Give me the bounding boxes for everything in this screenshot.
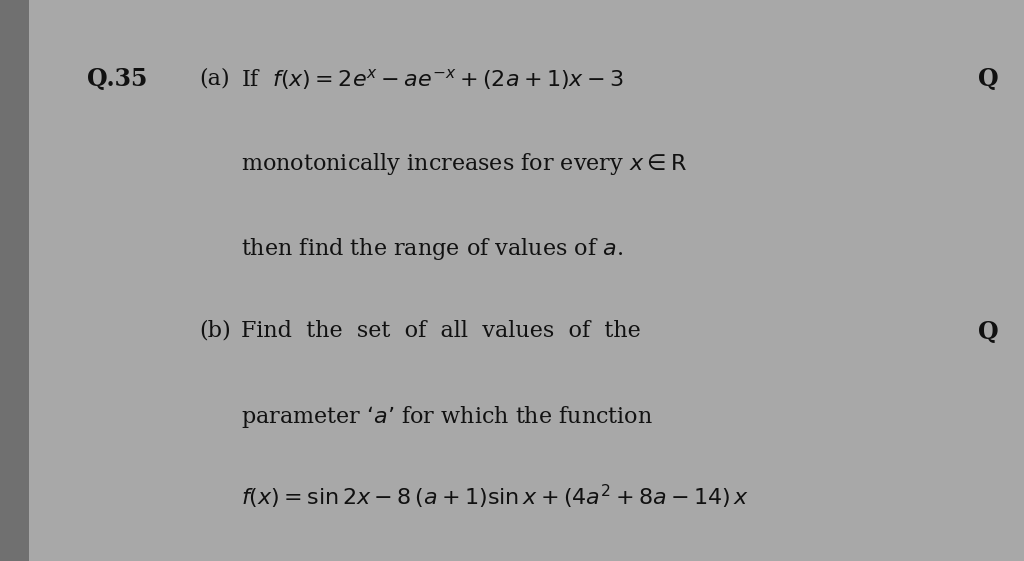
Text: (a): (a) bbox=[200, 67, 230, 89]
Text: Q.35: Q.35 bbox=[87, 67, 147, 91]
Text: Q: Q bbox=[978, 320, 998, 344]
Text: parameter ‘$a$’ for which the function: parameter ‘$a$’ for which the function bbox=[241, 404, 652, 430]
Text: (b): (b) bbox=[200, 320, 231, 342]
Text: If  $f(x) = 2e^x - ae^{-x} + (2a + 1)x - 3$: If $f(x) = 2e^x - ae^{-x} + (2a + 1)x - … bbox=[241, 67, 624, 92]
Text: Find  the  set  of  all  values  of  the: Find the set of all values of the bbox=[241, 320, 640, 342]
Text: then find the range of values of $a$.: then find the range of values of $a$. bbox=[241, 236, 623, 261]
Text: Q: Q bbox=[978, 67, 998, 91]
Text: $f(x) = \sin 2x - 8\,(a+1)\sin x + (4a^2+8a-14)\,x$: $f(x) = \sin 2x - 8\,(a+1)\sin x + (4a^2… bbox=[241, 482, 749, 511]
Text: monotonically increases for every $x \in \mathrm{R}$: monotonically increases for every $x \in… bbox=[241, 151, 687, 177]
